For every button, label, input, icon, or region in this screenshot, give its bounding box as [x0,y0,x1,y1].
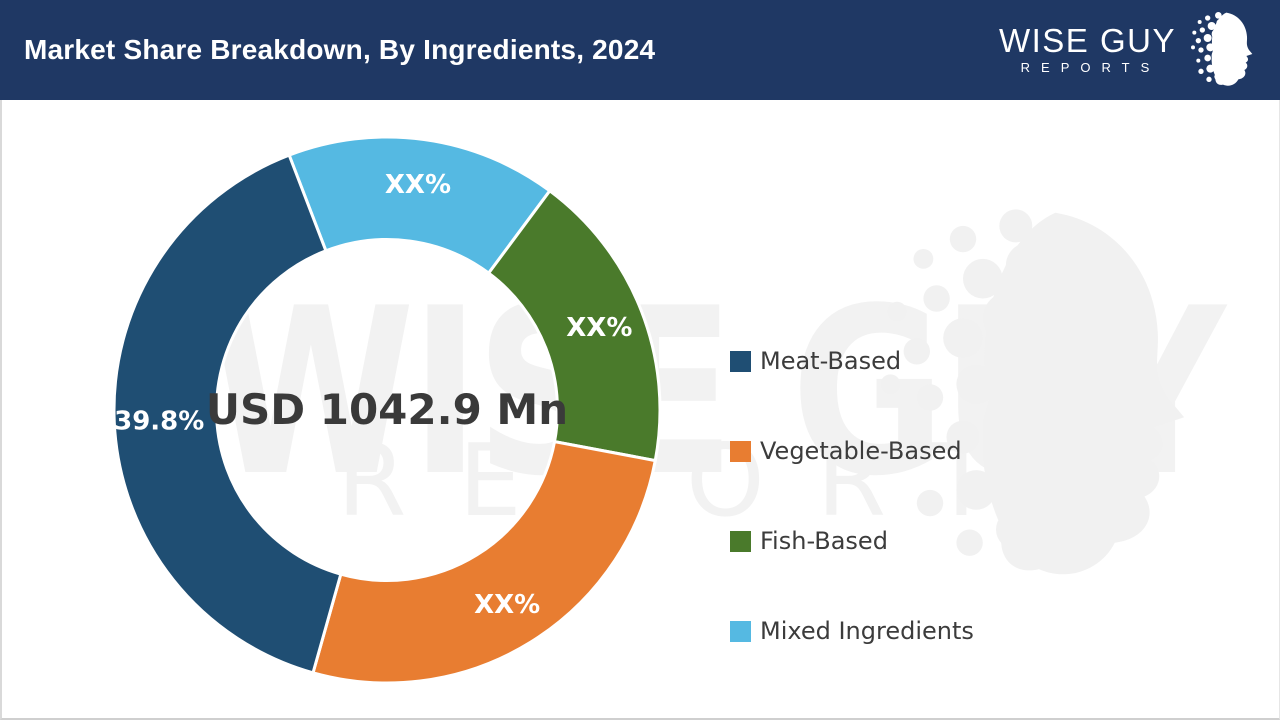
legend-item-fish-based: Fish-Based [730,527,974,555]
legend-item-meat-based: Meat-Based [730,347,974,375]
legend-swatch-mixed-ingredients [730,620,751,642]
donut-chart: XX% XX% XX% 39.8% USD 1042.9 Mn [112,135,662,685]
segment-value-label-meat-based: 39.8% [114,407,204,437]
legend-label-vegetable-based: Vegetable-Based [760,437,962,465]
wiseguy-logo: WISE GUY REPORTS [999,10,1264,90]
legend: Meat-Based Vegetable-Based Fish-Based Mixed… [730,347,974,645]
legend-label-meat-based: Meat-Based [760,347,902,375]
legend-swatch-fish-based [730,530,751,552]
donut-center-value: USD 1042.9 Mn [206,385,568,434]
legend-label-fish-based: Fish-Based [760,527,888,555]
legend-label-mixed-ingredients: Mixed Ingredients [760,617,974,645]
legend-swatch-meat-based [730,350,751,372]
header-bar: Market Share Breakdown, By Ingredients, … [0,0,1280,100]
chart-area: WISE GUY REPORTS XX% XX% XX% 39.8% USD 1042.… [0,100,1280,720]
wiseguy-face-icon [1191,12,1253,86]
segment-value-label-vegetable-based: XX% [474,590,540,620]
wiseguy-logo-text: WISE GUY REPORTS [999,24,1176,76]
legend-item-vegetable-based: Vegetable-Based [730,437,974,465]
donut-segment-vegetable-based [311,439,658,685]
chart-title: Market Share Breakdown, By Ingredients, … [24,34,656,65]
segment-value-label-mixed-ingredients: XX% [385,170,451,200]
wiseguy-logo-line2: REPORTS [1020,60,1161,75]
watermark-face-icon [880,209,1185,575]
legend-item-mixed-ingredients: Mixed Ingredients [730,617,974,645]
donut-segment-meat-based [112,153,343,675]
donut-segment-fish-based [486,188,662,463]
segment-value-label-fish-based: XX% [566,313,632,343]
wiseguy-logo-line1: WISE GUY [998,22,1176,59]
legend-swatch-vegetable-based [730,440,751,462]
